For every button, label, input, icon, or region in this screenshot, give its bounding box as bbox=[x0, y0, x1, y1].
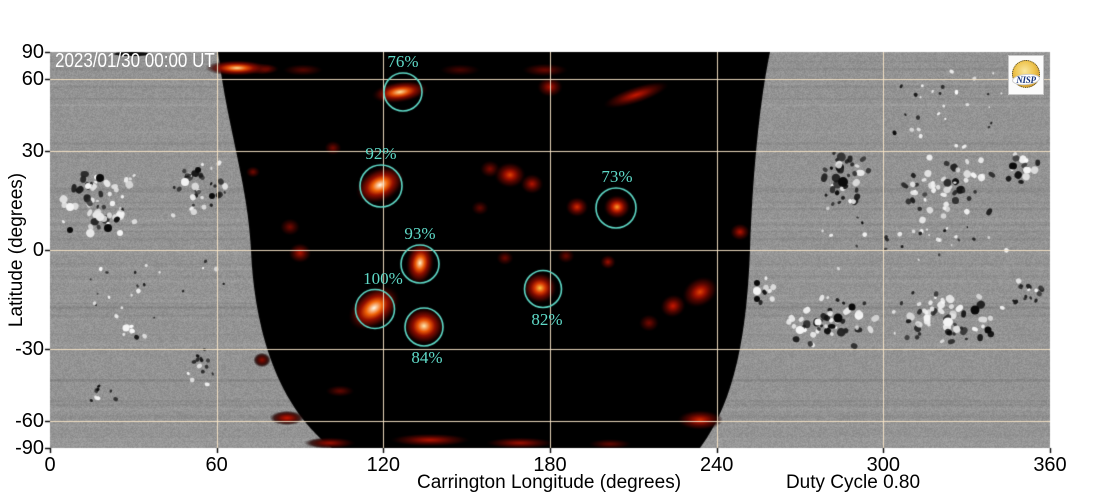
y-tick-label: -90 bbox=[15, 437, 44, 459]
x-tick-label: 240 bbox=[699, 454, 734, 476]
y-tick-label: -60 bbox=[15, 410, 44, 433]
nisp-logo: NISP bbox=[1008, 55, 1044, 95]
x-tick-label: 60 bbox=[205, 454, 228, 476]
y-axis-title: Latitude (degrees) bbox=[6, 172, 27, 328]
detection-label: 92% bbox=[365, 144, 397, 163]
nisp-logo-text: NISP bbox=[1016, 75, 1036, 85]
y-tick-label: 60 bbox=[21, 67, 44, 90]
detection-label: 93% bbox=[404, 224, 436, 243]
x-axis-title: Carrington Longitude (degrees) bbox=[416, 472, 682, 493]
y-tick-label: 30 bbox=[21, 140, 44, 162]
x-tick-label: 300 bbox=[866, 454, 901, 476]
map-date-label: 2023/01/30 00:00 UT bbox=[55, 50, 215, 72]
detection-label: 100% bbox=[363, 268, 403, 288]
detection-label: 84% bbox=[411, 348, 443, 367]
x-tick-label: 120 bbox=[366, 454, 401, 476]
x-tick-label: 180 bbox=[533, 454, 567, 476]
x-tick-label: 360 bbox=[1033, 454, 1067, 476]
x-tick-label: 0 bbox=[44, 454, 56, 476]
y-tick-label: 0 bbox=[32, 239, 44, 261]
duty-cycle-label: Duty Cycle 0.80 bbox=[785, 472, 921, 493]
detection-label: 82% bbox=[531, 309, 563, 329]
detection-label: 76% bbox=[387, 52, 419, 71]
detection-label: 73% bbox=[601, 167, 633, 186]
y-tick-label: -30 bbox=[15, 338, 44, 360]
y-tick-label: 90 bbox=[21, 41, 44, 63]
